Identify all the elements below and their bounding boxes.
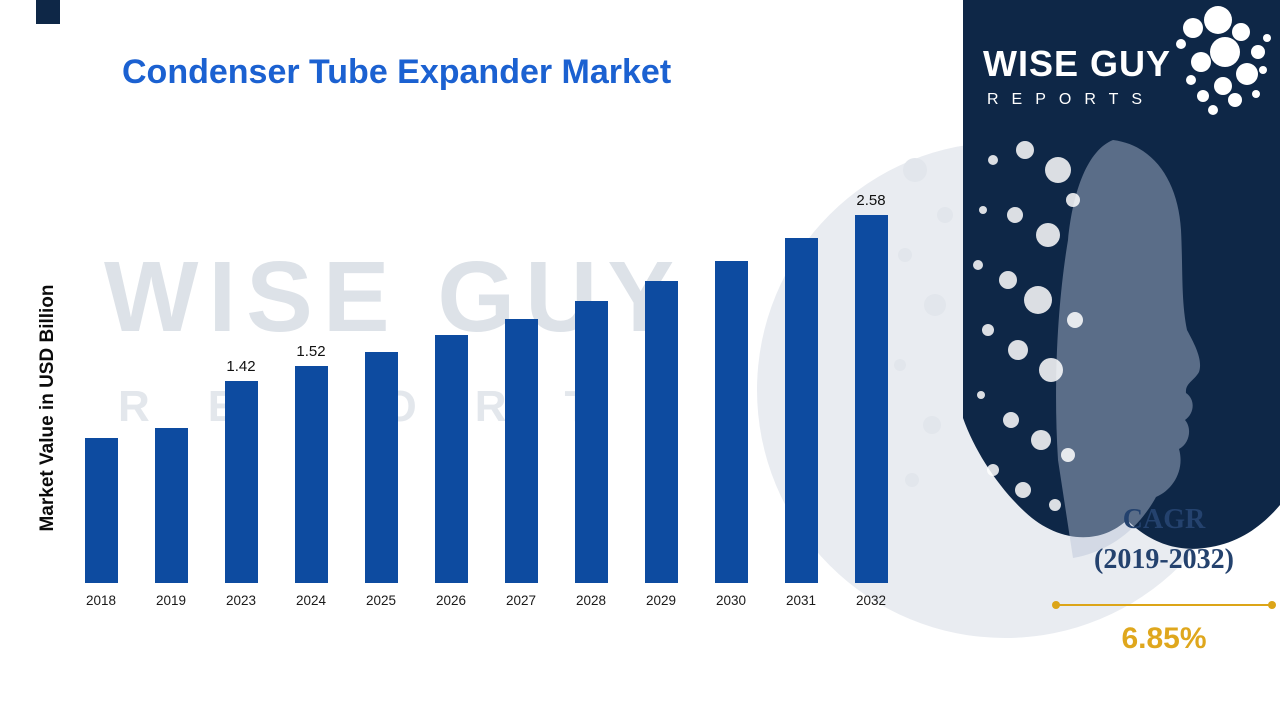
logo-face-icon xyxy=(1176,6,1271,115)
bar-column xyxy=(416,160,486,583)
bar-column xyxy=(556,160,626,583)
x-tick-label: 2031 xyxy=(785,593,817,608)
x-tick-label: 2025 xyxy=(365,593,397,608)
brand-panel: WISE GUY REPORTS xyxy=(963,0,1280,558)
years-row: 2018 2019 2023 2024 2025 2026 2027 2028 2029 2030… xyxy=(66,593,906,608)
x-tick-label: 2019 xyxy=(155,593,187,608)
panel-navy-shape xyxy=(963,0,1280,549)
bar-column: 1.42 xyxy=(206,160,276,583)
bars-row: 1.42 1.52 2.58 xyxy=(66,160,906,583)
cagr-label: CAGR xyxy=(1122,504,1206,535)
x-tick-label: 2023 xyxy=(225,593,257,608)
bar-column xyxy=(66,160,136,583)
corner-accent-square xyxy=(36,0,60,24)
x-tick-label: 2027 xyxy=(505,593,537,608)
bar-value-label: 2.58 xyxy=(856,192,886,209)
bar-column: 1.52 xyxy=(276,160,346,583)
divider-dot-left xyxy=(1052,601,1060,609)
bar-2023 xyxy=(224,381,258,583)
bar-column xyxy=(136,160,206,583)
divider-dot-right xyxy=(1268,601,1276,609)
x-tick-label: 2029 xyxy=(645,593,677,608)
gold-divider xyxy=(1052,601,1276,609)
bar-2019 xyxy=(154,428,188,583)
bar-column xyxy=(486,160,556,583)
bar-2027 xyxy=(504,319,538,583)
bar-2030 xyxy=(714,261,748,583)
bar-2025 xyxy=(364,352,398,583)
page-title: Condenser Tube Expander Market xyxy=(122,52,672,91)
bar-2031 xyxy=(784,238,818,583)
bubble-dots xyxy=(973,141,1083,511)
bar-2026 xyxy=(434,335,468,583)
face-profile-icon xyxy=(1056,140,1201,558)
y-axis-label: Market Value in USD Billion xyxy=(37,284,58,532)
cagr-block: CAGR (2019-2032) 6.85% xyxy=(1046,504,1280,656)
bar-2028 xyxy=(574,301,608,583)
x-tick-label: 2024 xyxy=(295,593,327,608)
bar-2032 xyxy=(854,215,888,583)
x-tick-label: 2032 xyxy=(855,593,887,608)
logo-wordmark: WISE GUY xyxy=(983,43,1171,84)
bar-2018 xyxy=(84,438,118,583)
bar-value-label: 1.42 xyxy=(226,358,256,375)
bar-value-label: 1.52 xyxy=(296,343,326,360)
x-tick-label: 2026 xyxy=(435,593,467,608)
logo-subtitle: REPORTS xyxy=(987,91,1155,108)
bar-column xyxy=(766,160,836,583)
bar-column xyxy=(346,160,416,583)
cagr-value: 6.85% xyxy=(1121,622,1207,655)
bar-2024 xyxy=(294,366,328,583)
x-tick-label: 2018 xyxy=(85,593,117,608)
cagr-range: (2019-2032) xyxy=(1094,544,1234,575)
bar-column: 2.58 xyxy=(836,160,906,583)
x-tick-label: 2030 xyxy=(715,593,747,608)
bar-2029 xyxy=(644,281,678,583)
bar-column xyxy=(696,160,766,583)
x-tick-label: 2028 xyxy=(575,593,607,608)
bar-column xyxy=(626,160,696,583)
